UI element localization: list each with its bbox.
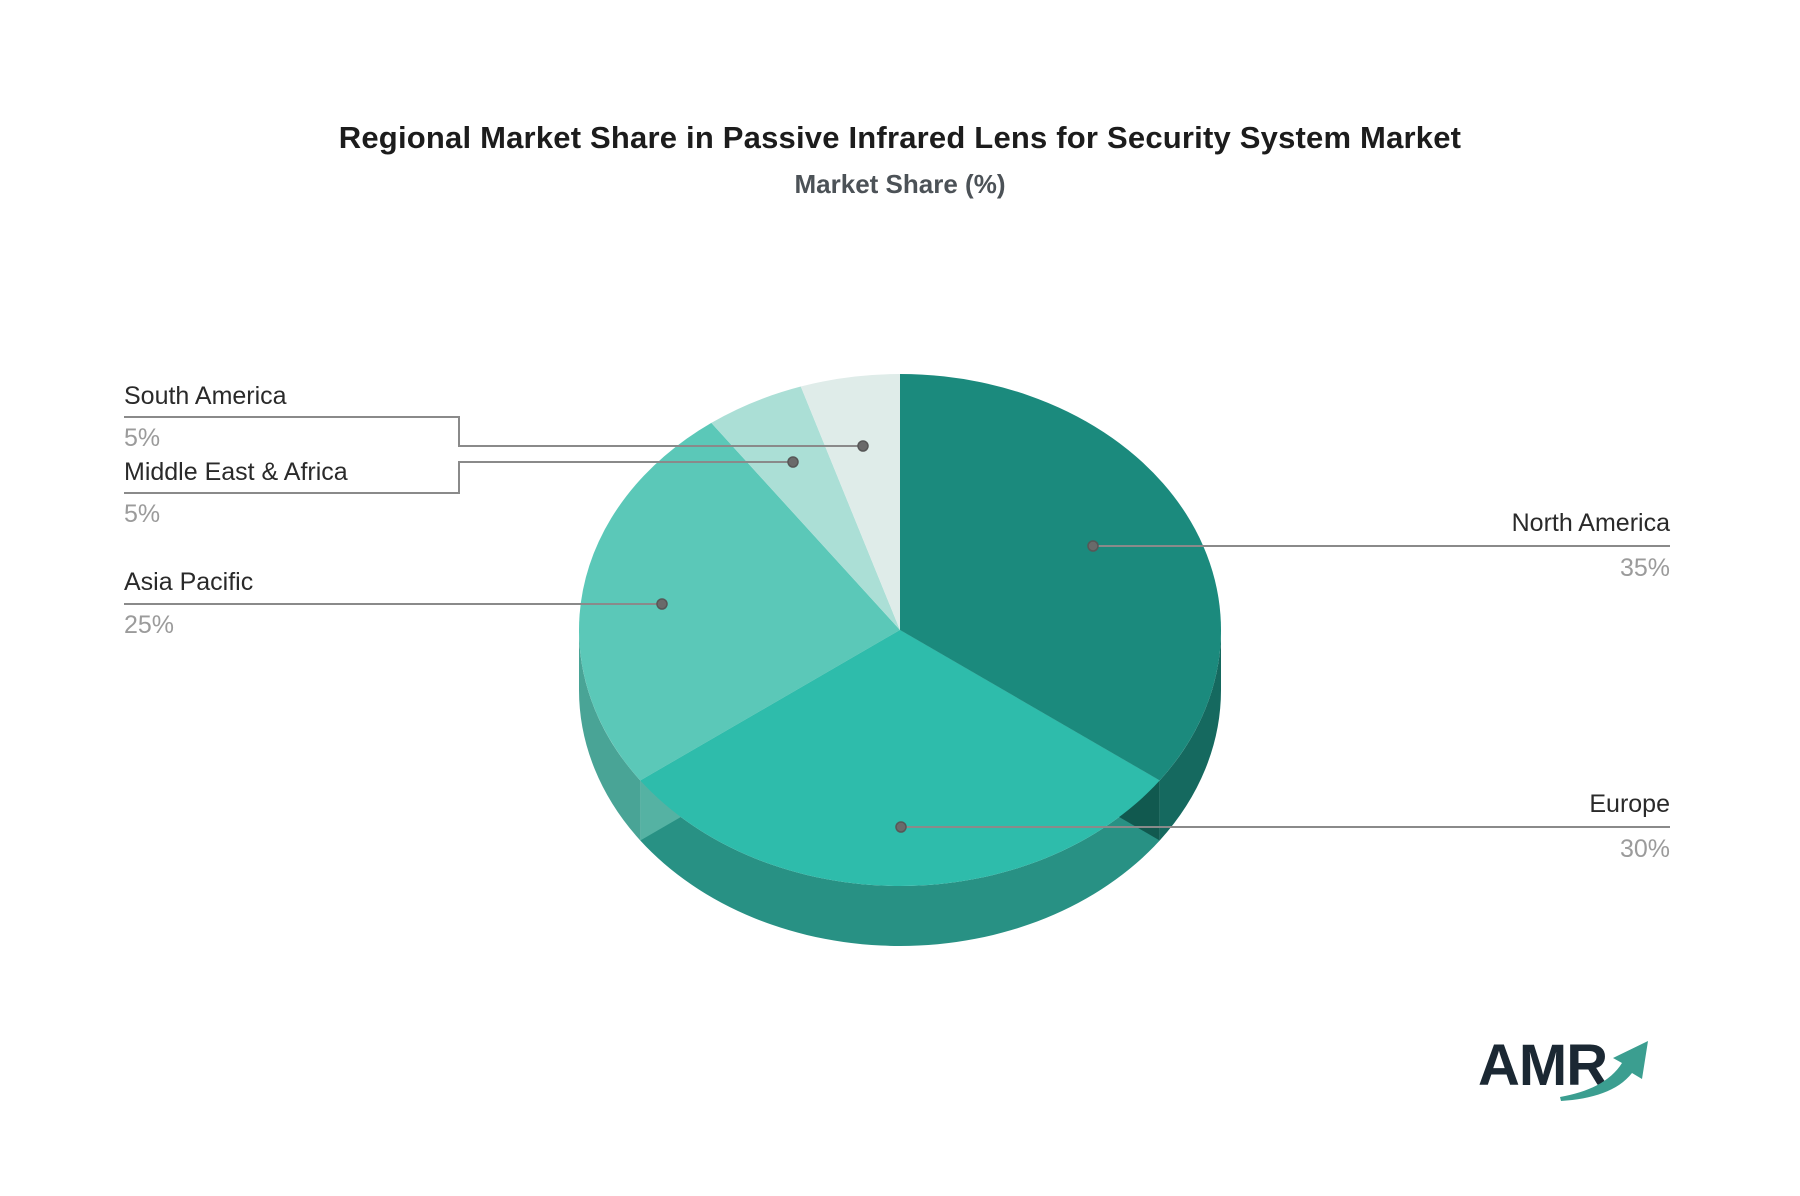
slice-label-text: Europe — [1589, 790, 1670, 818]
amr-logo: AMR — [1478, 1032, 1658, 1110]
slice-value-north-america: 35% — [1620, 554, 1670, 583]
slice-label-asia-pacific: Asia Pacific — [124, 568, 253, 597]
leader-dot — [1087, 540, 1099, 552]
slice-value-europe: 30% — [1620, 835, 1670, 864]
pie-slice-north-america — [900, 374, 1221, 781]
amr-logo-arrow-icon — [1560, 1041, 1648, 1101]
slice-label-text: North America — [1511, 509, 1670, 537]
leader-dot — [787, 456, 799, 468]
slice-label-text: Middle East & Africa — [124, 458, 348, 486]
slice-value-text: 25% — [124, 611, 175, 639]
chart-title: Regional Market Share in Passive Infrare… — [338, 120, 1462, 155]
leader-dot — [895, 821, 907, 833]
slice-value-text: 5% — [124, 424, 161, 452]
slice-label-text: South America — [124, 382, 287, 410]
slice-label-south-america: South America — [124, 382, 287, 411]
slice-value-asia-pacific: 25% — [124, 611, 174, 640]
slice-value-south-america: 5% — [124, 424, 160, 453]
leader-dot — [857, 440, 869, 452]
pie-skirt — [1159, 630, 1221, 841]
slice-label-text: Asia Pacific — [124, 568, 254, 596]
slice-value-text: 5% — [124, 500, 161, 528]
pie-wall — [900, 630, 1160, 841]
pie-skirt — [640, 780, 1160, 947]
pie-slice-asia-pacific — [579, 422, 900, 781]
pie-slice-middle-east-africa — [711, 386, 900, 630]
slice-value-middle-east-africa: 5% — [124, 500, 160, 529]
pie-wall — [640, 630, 900, 841]
slice-value-text: 35% — [1619, 554, 1670, 582]
pie-slice-south-america — [800, 374, 900, 630]
chart-subtitle: Market Share (%) — [794, 169, 1006, 199]
slice-value-text: 30% — [1619, 835, 1670, 863]
slice-label-middle-east-africa: Middle East & Africa — [124, 458, 348, 487]
amr-logo-text: AMR — [1478, 1033, 1608, 1098]
pie-slice-europe — [640, 630, 1160, 886]
pie-skirt — [579, 630, 641, 841]
slice-label-north-america: North America — [1512, 509, 1670, 538]
slice-label-europe: Europe — [1589, 790, 1670, 819]
leader-line — [124, 461, 793, 494]
leader-dot — [656, 598, 668, 610]
leader-line — [124, 416, 863, 447]
